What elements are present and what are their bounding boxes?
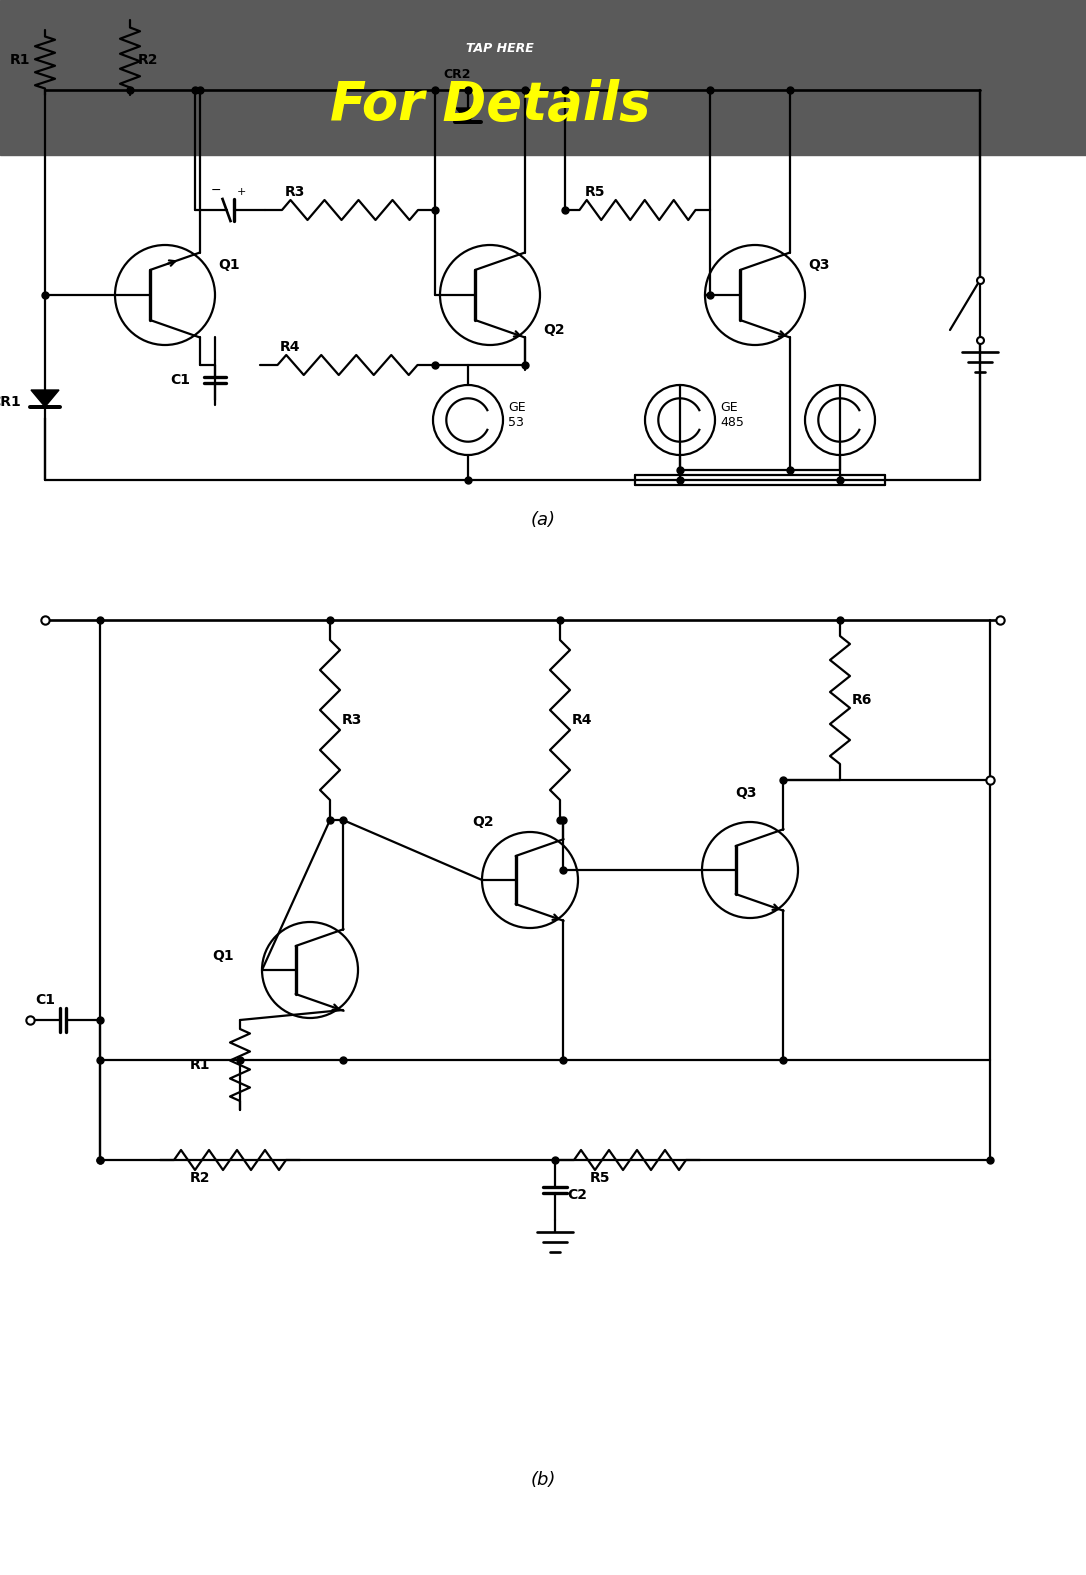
Text: R1: R1 <box>10 54 30 68</box>
Text: TAP HERE: TAP HERE <box>466 41 534 55</box>
Text: R3: R3 <box>285 184 305 198</box>
Text: Q2: Q2 <box>543 323 565 337</box>
Bar <box>0 0 1086 154</box>
Text: R4: R4 <box>280 340 301 354</box>
Text: −: − <box>211 184 222 197</box>
Text: For Details: For Details <box>330 79 651 131</box>
Text: C1: C1 <box>35 992 55 1006</box>
Text: Q2: Q2 <box>472 816 494 830</box>
Text: R1: R1 <box>190 1058 211 1073</box>
Text: Q3: Q3 <box>735 786 757 800</box>
Polygon shape <box>456 109 480 123</box>
Text: (b): (b) <box>530 1471 556 1488</box>
Polygon shape <box>31 391 59 406</box>
Text: R3: R3 <box>342 713 363 728</box>
Text: R6: R6 <box>853 693 872 707</box>
Text: GE
485: GE 485 <box>720 402 744 428</box>
Text: C1: C1 <box>171 373 190 387</box>
Text: GE
53: GE 53 <box>508 402 526 428</box>
Text: Q3: Q3 <box>808 258 830 272</box>
Text: Q1: Q1 <box>218 258 240 272</box>
Text: CR2: CR2 <box>443 68 470 82</box>
Text: CR1: CR1 <box>0 395 21 410</box>
Text: R5: R5 <box>585 184 606 198</box>
Text: Q1: Q1 <box>212 948 233 962</box>
Text: R2: R2 <box>190 1170 211 1184</box>
Text: +: + <box>237 187 245 197</box>
Text: R4: R4 <box>572 713 593 728</box>
Text: R5: R5 <box>590 1170 610 1184</box>
Text: R2: R2 <box>138 54 159 68</box>
Text: (a): (a) <box>530 510 556 529</box>
Text: C2: C2 <box>567 1188 588 1202</box>
